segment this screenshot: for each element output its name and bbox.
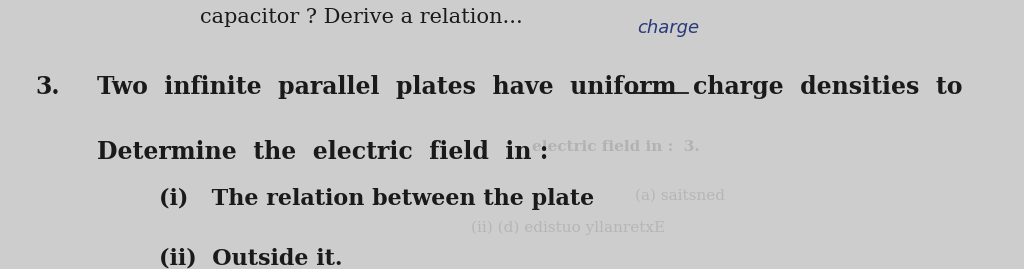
- Text: capacitor ? Derive a relation...: capacitor ? Derive a relation...: [200, 8, 522, 27]
- Text: Determine  the  electric  field  in :: Determine the electric field in :: [97, 140, 549, 164]
- Text: (ii)  Outside it.: (ii) Outside it.: [159, 247, 342, 269]
- Text: Two  infinite  parallel  plates  have  uniform  charge  densities  to: Two infinite parallel plates have unifor…: [97, 75, 963, 99]
- Text: charge: charge: [637, 19, 699, 37]
- Text: 3.: 3.: [36, 75, 60, 99]
- Text: electric field in :  3.: electric field in : 3.: [532, 140, 700, 154]
- Text: (a) saitsned: (a) saitsned: [635, 188, 725, 202]
- Text: (ii) (d) edistuo yllanretxE: (ii) (d) edistuo yllanretxE: [471, 221, 666, 235]
- Text: (i)   The relation between the plate: (i) The relation between the plate: [159, 188, 594, 210]
